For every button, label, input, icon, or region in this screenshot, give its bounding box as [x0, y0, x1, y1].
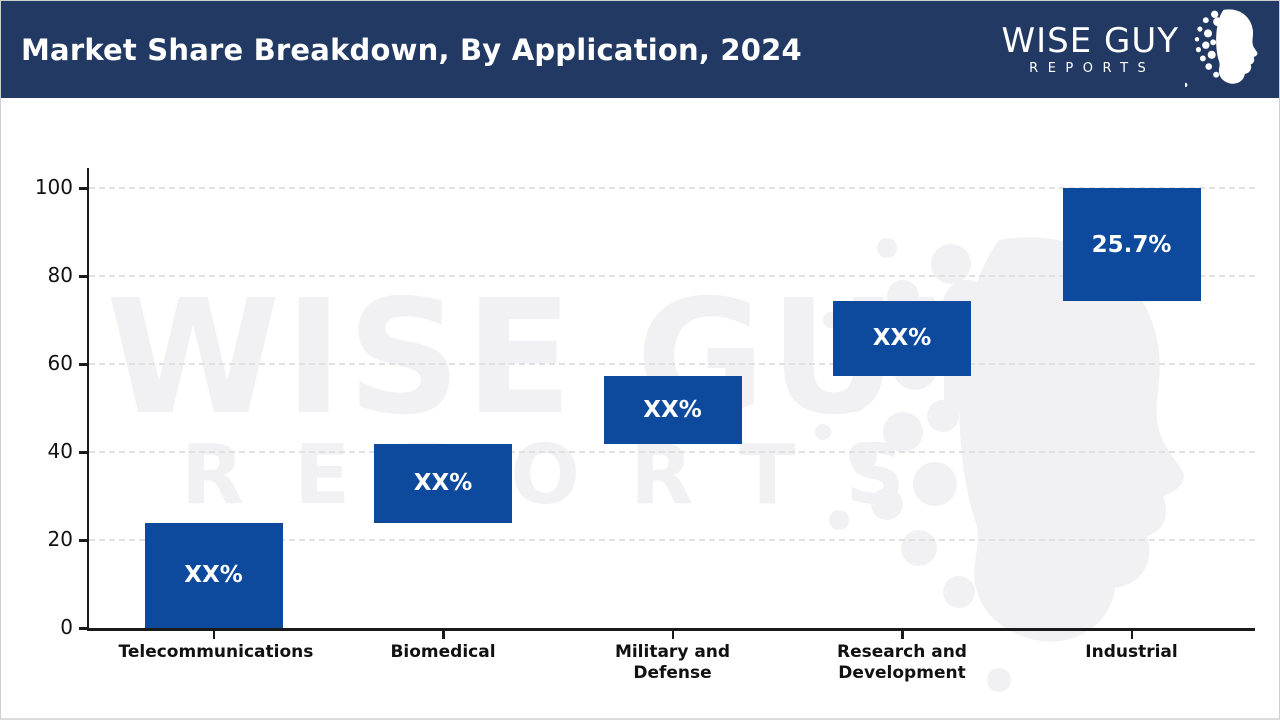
y-axis-tick-label: 20: [47, 527, 73, 551]
x-axis-category-label: Biomedical: [390, 642, 496, 662]
y-axis-tick-label: 40: [47, 439, 73, 463]
x-axis-category-label: Research and Development: [837, 642, 967, 684]
y-axis-tick-mark: [79, 275, 88, 278]
y-axis-tick-mark: [79, 451, 88, 454]
plot-region: 0 20 40 60 80 100 XX% Telecommunications XX% Biom…: [1, 98, 1279, 718]
x-axis-category-label: Industrial: [1085, 642, 1178, 662]
y-axis-tick-label: 80: [47, 263, 73, 287]
bar-value-label: XX%: [184, 562, 243, 589]
bar-telecommunications: XX%: [144, 522, 283, 628]
gridline-y80: [89, 275, 1255, 277]
y-axis-tick-mark: [79, 627, 88, 630]
chart-title: Market Share Breakdown, By Application, …: [21, 32, 802, 67]
x-axis-tick-mark: [442, 630, 445, 639]
brand-logo: WISE GUY REPORTS: [1001, 4, 1259, 96]
y-axis-line: [86, 168, 89, 631]
x-axis-category-label: Military and Defense: [614, 642, 731, 684]
y-axis-tick-mark: [79, 363, 88, 366]
gridline-y60: [89, 363, 1255, 365]
gridline-y100: [89, 187, 1255, 189]
bar-value-label: XX%: [643, 396, 702, 423]
x-axis-line: [86, 627, 1255, 631]
y-axis-tick-mark: [79, 539, 88, 542]
bar-value-label: XX%: [413, 470, 473, 497]
gridline-y40: [89, 451, 1255, 453]
bar-military-and-defense: XX%: [603, 375, 742, 445]
y-axis-tick-label: 100: [34, 175, 73, 199]
logo-wordmark: WISE GUY REPORTS: [1001, 24, 1179, 76]
bar-industrial: 25.7%: [1062, 188, 1201, 302]
header: Market Share Breakdown, By Application, …: [1, 1, 1279, 98]
logo-wordmark-main: WISE GUY: [1001, 20, 1179, 61]
x-axis-tick-mark: [901, 630, 904, 639]
logo-head-icon: [1185, 8, 1258, 87]
x-axis-tick-mark: [1130, 630, 1133, 639]
y-axis-tick-label: 60: [47, 351, 73, 375]
x-axis-tick-mark: [212, 630, 215, 639]
chart-area: WISE GUY REPORTS 0 20 40 60 80 100 XX% Telecomm…: [1, 98, 1279, 718]
bar-biomedical: XX%: [374, 444, 512, 523]
bar-value-label: XX%: [872, 325, 932, 352]
bar-research-and-development: XX%: [833, 301, 971, 376]
x-axis-tick-mark: [671, 630, 674, 639]
gridline-y20: [89, 539, 1255, 541]
x-axis-category-label: Telecommunications: [118, 642, 314, 662]
watermark-wordmark-sub: REPORTS: [181, 428, 955, 523]
y-axis-tick-label: 0: [60, 615, 73, 639]
bar-value-label: 25.7%: [1091, 231, 1172, 258]
logo-wordmark-sub: REPORTS: [1029, 60, 1156, 76]
y-axis-tick-mark: [79, 187, 88, 190]
